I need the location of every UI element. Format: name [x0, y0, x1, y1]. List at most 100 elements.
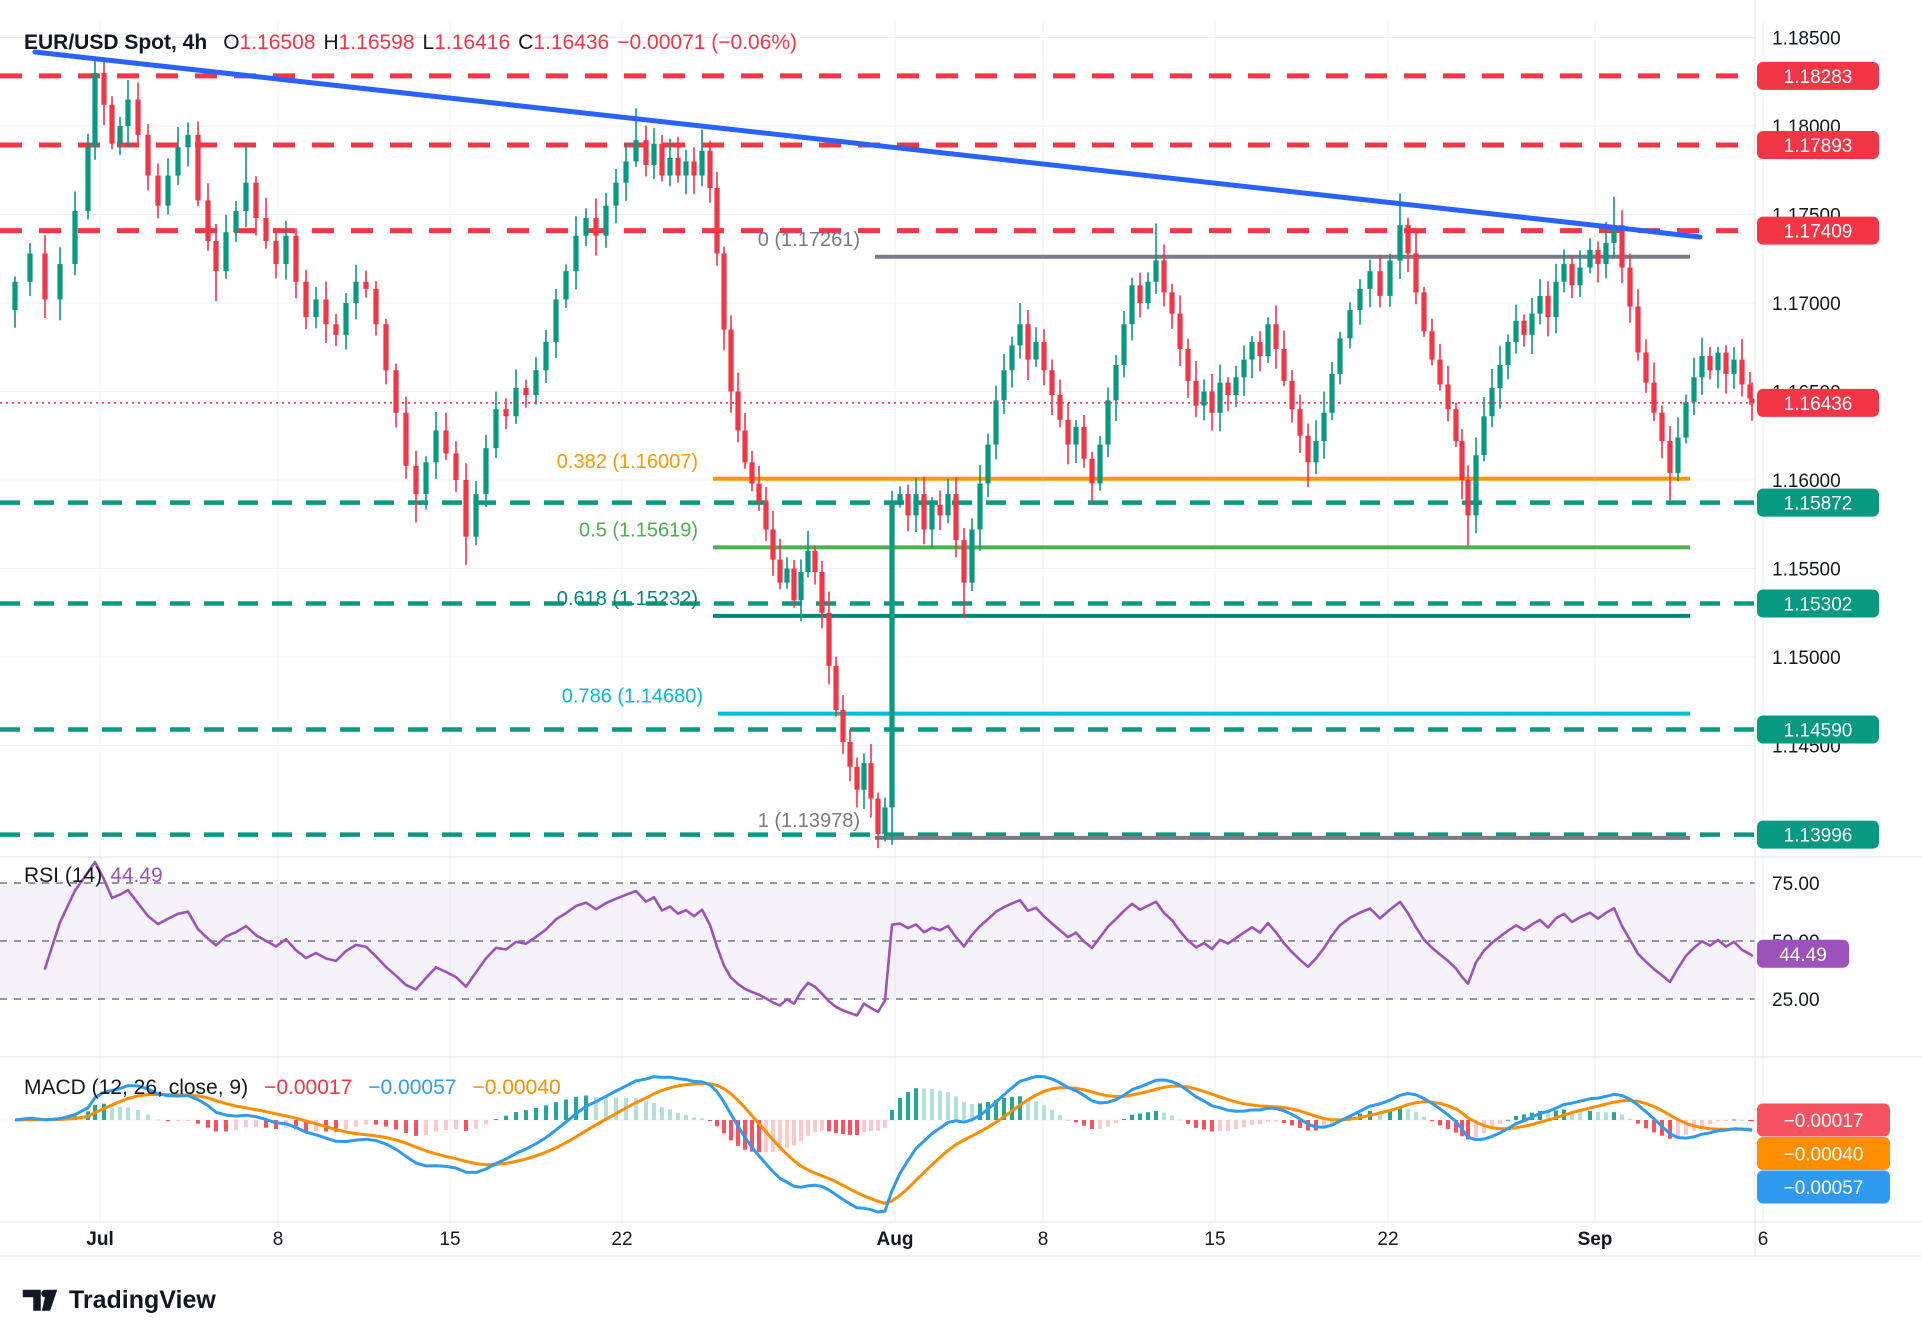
price-axis[interactable]: 1.185001.180001.175001.170001.165001.160…	[1757, 29, 1890, 1204]
support-resistance-lines[interactable]	[0, 73, 1755, 837]
candle-body	[101, 72, 107, 105]
time-axis-label: 15	[1204, 1229, 1225, 1250]
candle-body	[1265, 324, 1271, 357]
axis-price-badge	[1757, 1103, 1890, 1137]
macd-histogram-bar	[827, 1120, 831, 1132]
macd-histogram-bar	[1186, 1120, 1190, 1124]
macd-histogram-bar	[1668, 1120, 1672, 1139]
macd-legend[interactable]: MACD (12, 26, close, 9) −0.00017 −0.0005…	[24, 1076, 561, 1100]
tradingview-watermark[interactable]: TradingView	[22, 1286, 216, 1315]
macd-histogram-bar	[771, 1120, 775, 1152]
macd-histogram-bar	[1194, 1120, 1198, 1128]
candle-body	[1153, 260, 1159, 282]
candle-body	[1537, 295, 1543, 314]
axis-badge-label: 1.18283	[1784, 67, 1853, 88]
candle-body	[1577, 267, 1583, 286]
macd-histogram-bar	[1130, 1114, 1134, 1120]
candle-body	[1001, 370, 1007, 401]
candle-body	[583, 218, 589, 236]
macd-histogram-bar	[126, 1107, 130, 1120]
macd-histogram-bar	[1274, 1120, 1278, 1122]
candle-body	[303, 281, 309, 318]
candle-body	[847, 741, 853, 767]
macd-histogram-bar	[785, 1120, 789, 1148]
macd-histogram-bar	[862, 1120, 866, 1133]
candle-body	[1723, 352, 1729, 374]
macd-histogram-bar	[434, 1120, 438, 1132]
macd-histogram-bar	[1050, 1110, 1054, 1120]
macd-histogram-bar	[344, 1120, 348, 1130]
candle-body	[1587, 249, 1593, 268]
candle-body	[1233, 377, 1239, 396]
candle-body	[937, 504, 943, 516]
macd-histogram-bar	[484, 1120, 488, 1125]
macd-histogram-bar	[1154, 1111, 1158, 1120]
macd-histogram-bar	[1514, 1115, 1518, 1120]
macd-histogram-bar	[1740, 1119, 1744, 1121]
candle-body	[714, 187, 720, 254]
candle-body	[791, 568, 797, 601]
candle-body	[699, 150, 705, 176]
candle-body	[1161, 260, 1167, 293]
macd-histogram-bar	[954, 1096, 958, 1120]
candle-body	[1225, 382, 1231, 396]
macd-histogram-bar	[1322, 1120, 1326, 1129]
macd-histogram-bar	[1446, 1120, 1450, 1130]
macd-histogram-bar	[594, 1096, 598, 1120]
macd-histogram-bar	[792, 1120, 796, 1146]
macd-histogram-bar	[1170, 1115, 1174, 1120]
macd-histogram-bar	[644, 1101, 648, 1120]
macd-histogram-bar	[729, 1120, 733, 1141]
candle-body	[1257, 341, 1263, 357]
candle-body	[553, 299, 559, 342]
axis-price-badge	[1757, 388, 1879, 417]
time-axis[interactable]: Jul 8 15 22 Aug 8 15 22 Sep 6	[86, 1229, 1768, 1250]
macd-histogram-bar	[1422, 1116, 1426, 1120]
candle-body	[777, 559, 783, 583]
candle-body	[1749, 398, 1755, 403]
candle-body	[1675, 437, 1681, 473]
candle-body	[1619, 225, 1625, 268]
candle-body	[443, 430, 449, 454]
gridlines	[0, 20, 1764, 1222]
macd-histogram-bar	[206, 1120, 210, 1128]
candle-body	[1367, 271, 1373, 289]
candle-body	[175, 147, 181, 176]
pane-separators[interactable]	[0, 0, 1922, 1257]
macd-histogram-bar	[1098, 1120, 1102, 1129]
time-axis-label: 6	[1758, 1229, 1769, 1250]
macd-histogram-bar	[1018, 1096, 1022, 1120]
fibonacci-lines[interactable]	[713, 254, 1690, 840]
candle-body	[1595, 249, 1601, 265]
macd-histogram-bar	[1378, 1110, 1382, 1120]
candle-body	[383, 324, 389, 371]
macd-signal-value: −0.00040	[472, 1076, 561, 1099]
macd-histogram-bar	[1114, 1120, 1118, 1124]
candle-body	[1505, 341, 1511, 365]
axis-badge-label: 1.17893	[1784, 136, 1853, 157]
macd-histogram-bar	[1732, 1119, 1736, 1121]
candle-body	[993, 400, 999, 445]
candle-body	[1281, 349, 1287, 381]
candle-body	[423, 462, 429, 495]
candle-body	[805, 550, 811, 573]
macd-histogram-bar	[1138, 1113, 1142, 1120]
candle-body	[728, 329, 734, 392]
candle-body	[1065, 419, 1071, 445]
candle-body	[1397, 225, 1403, 261]
macd-histogram-bar	[764, 1120, 768, 1153]
candle-body	[117, 126, 123, 144]
macd-histogram-bar	[1596, 1111, 1600, 1120]
macd-histogram-bar	[186, 1120, 190, 1121]
macd-histogram-bar	[1122, 1118, 1126, 1120]
macd-histogram-bar	[1330, 1120, 1334, 1126]
macd-histogram-bar	[869, 1120, 873, 1132]
candle-body	[109, 104, 115, 144]
candle-body	[453, 453, 459, 480]
rsi-legend[interactable]: RSI (14) 44.49	[24, 864, 163, 888]
candle-body	[205, 200, 211, 242]
candle-body	[155, 175, 161, 206]
trendline[interactable]	[32, 49, 1703, 240]
symbol-legend[interactable]: EUR/USD Spot, 4h O1.16508 H1.16598 L1.16…	[24, 31, 797, 55]
